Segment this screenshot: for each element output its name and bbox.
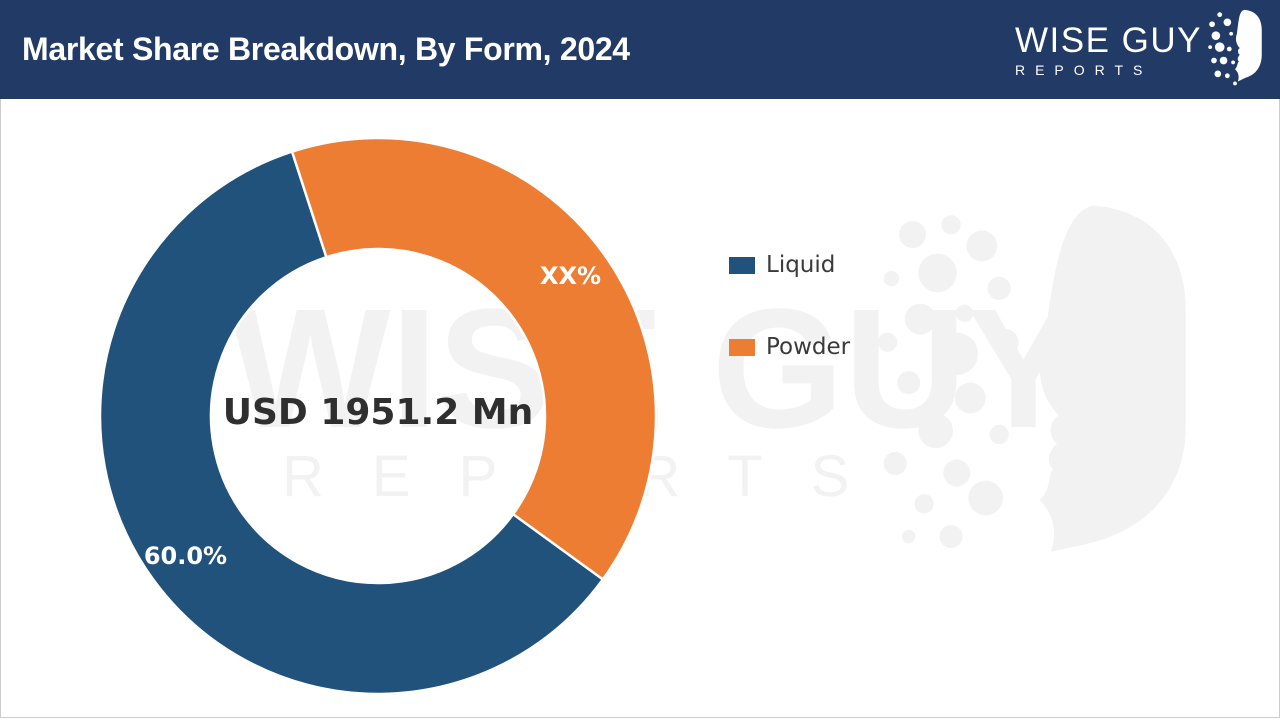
brand-logo: WISE GUY REPORTS [1015,7,1264,93]
legend-swatch-liquid [729,256,755,274]
chart-center-value: USD 1951.2 Mn [222,392,534,433]
legend-swatch-powder [729,338,755,356]
donut-slice-powder [290,136,658,581]
panel-border-bottom [0,717,1280,718]
watermark-head-profile-icon [875,205,1186,552]
panel-border-left [0,99,1,718]
header-bar: Market Share Breakdown, By Form, 2024 WI… [0,0,1280,99]
logo-wordmark: WISE GUY [1014,20,1202,60]
donut-slice-liquid [98,150,605,696]
chart-legend: Liquid Powder [729,252,850,360]
slice-label-liquid: 60.0% [144,542,227,570]
legend-label-liquid: Liquid [766,252,836,278]
page-title: Market Share Breakdown, By Form, 2024 [22,31,630,67]
legend-item-powder: Powder [729,334,850,360]
legend-label-powder: Powder [766,334,851,360]
logo-subtext: REPORTS [1014,61,1153,78]
logo-head-profile-icon [1208,9,1262,85]
slice-label-powder: XX% [540,262,601,290]
brand-logo-text: WISE GUY REPORTS [1015,23,1202,77]
legend-item-liquid: Liquid [729,252,850,278]
